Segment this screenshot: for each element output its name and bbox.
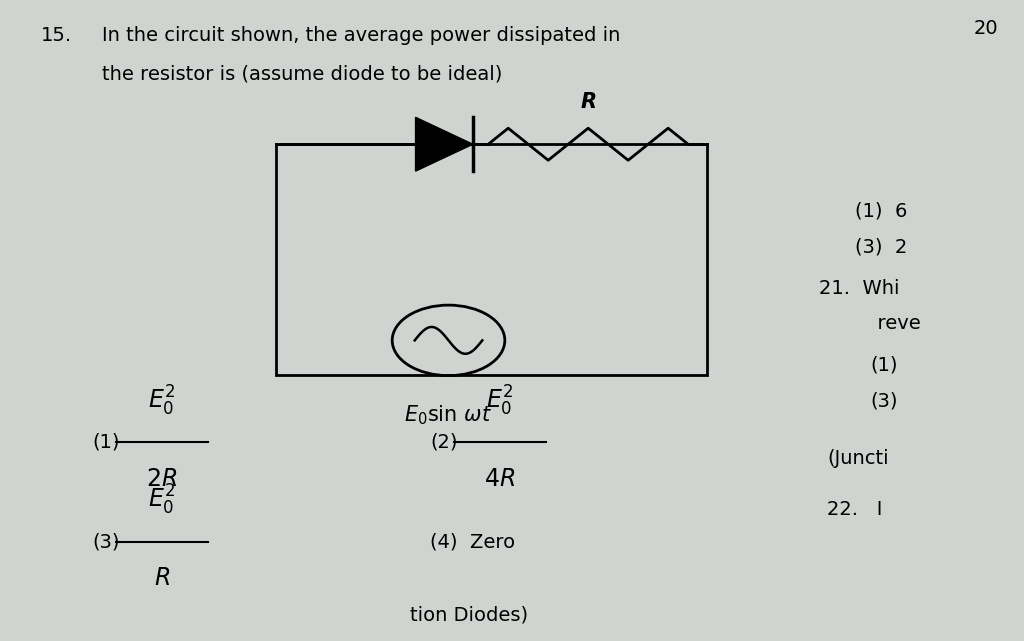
Text: reve: reve [840, 314, 921, 333]
Text: $2R$: $2R$ [146, 467, 177, 490]
Text: the resistor is (assume diode to be ideal): the resistor is (assume diode to be idea… [102, 64, 503, 83]
Text: $E_0^2$: $E_0^2$ [486, 384, 513, 418]
Text: (4)  Zero: (4) Zero [430, 532, 515, 551]
Text: (1): (1) [92, 433, 120, 452]
Text: 15.: 15. [41, 26, 72, 45]
Text: $R$: $R$ [154, 566, 170, 590]
Text: $E_0^2$: $E_0^2$ [148, 483, 175, 517]
Text: $4R$: $4R$ [484, 467, 515, 490]
Text: $E_0^2$: $E_0^2$ [148, 384, 175, 418]
Text: (1)  6: (1) 6 [855, 202, 907, 221]
Text: (3): (3) [870, 391, 898, 410]
Text: 21.  Whi: 21. Whi [819, 279, 900, 298]
Text: 20: 20 [974, 19, 998, 38]
Text: (1): (1) [870, 356, 898, 375]
Text: (2): (2) [430, 433, 458, 452]
Text: 22.   I: 22. I [827, 500, 883, 519]
Polygon shape [416, 117, 473, 171]
Text: In the circuit shown, the average power dissipated in: In the circuit shown, the average power … [102, 26, 621, 45]
Text: tion Diodes): tion Diodes) [410, 606, 527, 625]
Text: $E_0\sin\,\omega t$: $E_0\sin\,\omega t$ [404, 404, 493, 428]
Text: R: R [581, 92, 596, 112]
Text: (3): (3) [92, 532, 120, 551]
Text: (Juncti: (Juncti [827, 449, 889, 468]
Bar [276, 144, 707, 375]
Text: (3)  2: (3) 2 [855, 237, 907, 256]
